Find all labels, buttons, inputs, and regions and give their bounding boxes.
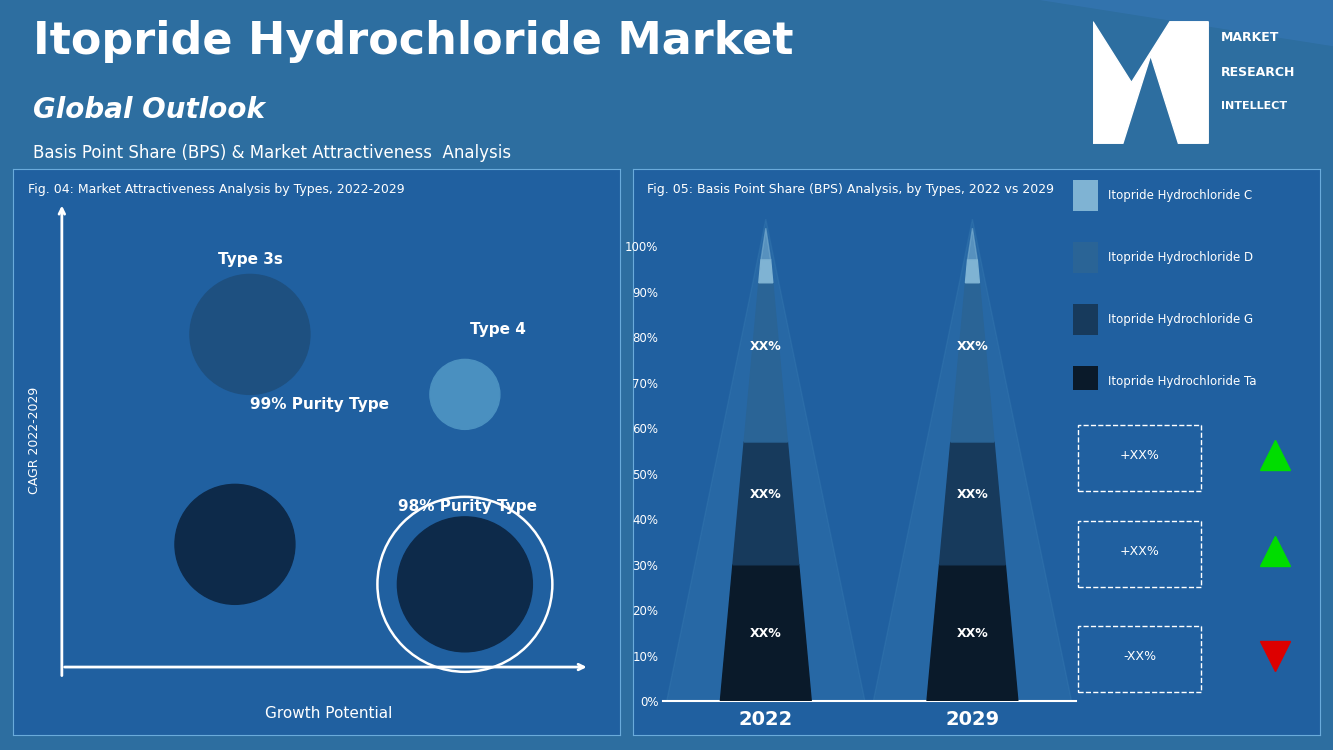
Bar — [1073, 242, 1098, 273]
Polygon shape — [720, 565, 812, 701]
Text: Type 4: Type 4 — [469, 322, 525, 337]
Polygon shape — [940, 442, 1005, 565]
Text: XX%: XX% — [957, 488, 988, 501]
Text: +XX%: +XX% — [1120, 544, 1160, 558]
Polygon shape — [1040, 0, 1333, 46]
Text: -XX%: -XX% — [1124, 650, 1156, 663]
Text: Basis Point Share (BPS) & Market Attractiveness  Analysis: Basis Point Share (BPS) & Market Attract… — [33, 143, 512, 161]
Text: +XX%: +XX% — [1120, 448, 1160, 462]
Polygon shape — [968, 228, 977, 260]
Polygon shape — [666, 219, 865, 701]
Text: Itopride Hydrochloride G: Itopride Hydrochloride G — [1108, 313, 1253, 326]
Text: XX%: XX% — [750, 488, 781, 501]
Circle shape — [175, 484, 295, 604]
Polygon shape — [744, 283, 788, 442]
Text: XX%: XX% — [957, 340, 988, 353]
Bar — [1073, 366, 1098, 397]
Text: 98% Purity Type: 98% Purity Type — [397, 500, 537, 514]
Circle shape — [429, 359, 500, 430]
Text: XX%: XX% — [750, 626, 781, 640]
Text: Fig. 05: Basis Point Share (BPS) Analysis, by Types, 2022 vs 2029: Fig. 05: Basis Point Share (BPS) Analysi… — [647, 183, 1054, 196]
Text: INTELLECT: INTELLECT — [1221, 101, 1288, 112]
Polygon shape — [965, 260, 980, 283]
Text: Global Outlook: Global Outlook — [33, 96, 265, 124]
Text: MARKET: MARKET — [1221, 32, 1280, 44]
Text: Itopride Hydrochloride C: Itopride Hydrochloride C — [1108, 189, 1252, 202]
Text: XX%: XX% — [957, 626, 988, 640]
Text: Growth Potential: Growth Potential — [265, 706, 392, 721]
Circle shape — [397, 517, 532, 652]
Text: Itopride Hydrochloride Ta: Itopride Hydrochloride Ta — [1108, 375, 1256, 388]
Polygon shape — [873, 219, 1072, 701]
Text: Itopride Hydrochloride Market: Itopride Hydrochloride Market — [33, 20, 794, 63]
Text: Itopride Hydrochloride D: Itopride Hydrochloride D — [1108, 251, 1253, 264]
Polygon shape — [950, 283, 994, 442]
Circle shape — [189, 274, 309, 394]
Polygon shape — [1093, 22, 1208, 143]
Polygon shape — [926, 565, 1018, 701]
Polygon shape — [733, 442, 798, 565]
Polygon shape — [758, 260, 773, 283]
Bar — [1073, 304, 1098, 334]
Text: 99% Purity Type: 99% Purity Type — [251, 397, 389, 412]
Text: RESEARCH: RESEARCH — [1221, 66, 1296, 80]
Polygon shape — [761, 228, 770, 260]
Text: CAGR 2022-2029: CAGR 2022-2029 — [28, 387, 41, 494]
Text: XX%: XX% — [750, 340, 781, 353]
Text: Type 3s: Type 3s — [217, 252, 283, 267]
Text: Fig. 04: Market Attractiveness Analysis by Types, 2022-2029: Fig. 04: Market Attractiveness Analysis … — [28, 183, 405, 196]
Bar — [1073, 180, 1098, 211]
